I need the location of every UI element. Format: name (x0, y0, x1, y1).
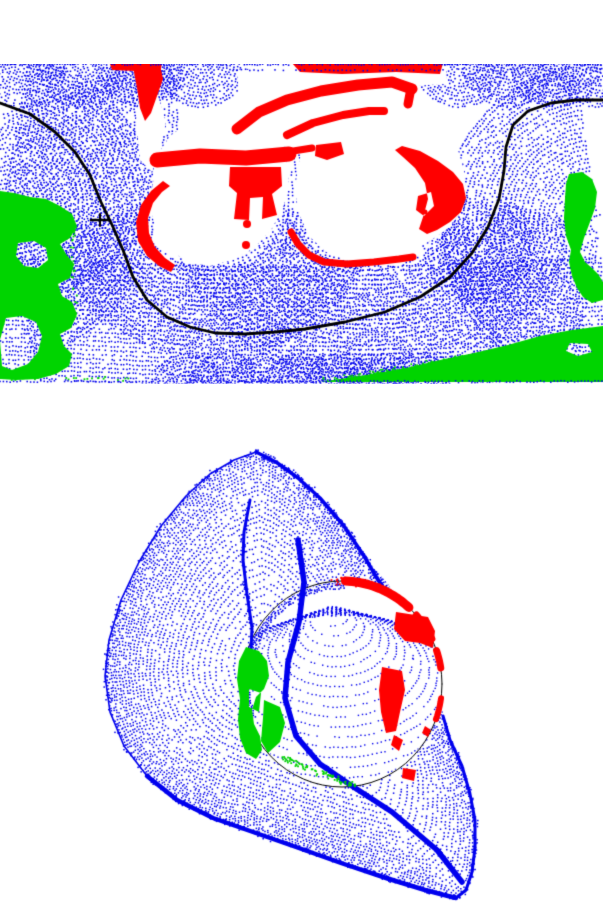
bottom-panel-3d-view-canvas (0, 447, 603, 903)
top-panel-2d-projection-canvas (0, 64, 603, 384)
